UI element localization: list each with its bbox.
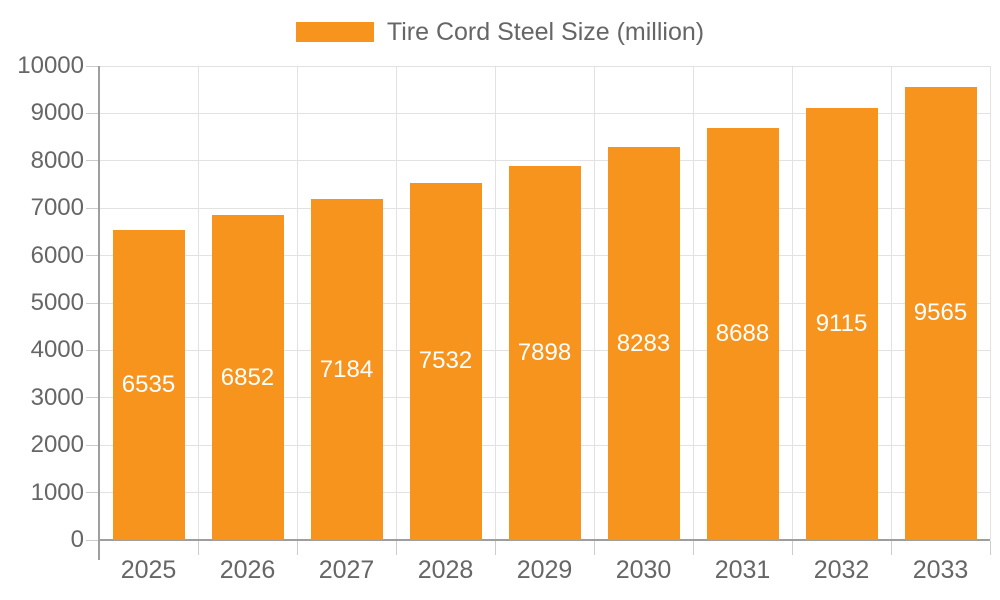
x-axis-tick (494, 541, 496, 555)
x-axis-tick-label: 2031 (714, 556, 771, 584)
y-axis-tick (86, 349, 99, 351)
bar-value-label: 9565 (913, 299, 968, 327)
y-axis-tick-label: 0 (70, 526, 84, 553)
y-axis-tick (86, 207, 99, 209)
x-axis-tick-label: 2029 (516, 556, 573, 584)
gridline-horizontal (99, 160, 990, 162)
gridline-vertical (395, 66, 397, 540)
y-axis-tick-label: 5000 (30, 289, 84, 316)
legend-swatch (295, 22, 374, 42)
bar-value-label: 8283 (616, 329, 671, 357)
x-axis-line (99, 539, 990, 541)
x-axis-tick (395, 541, 397, 555)
gridline-vertical (692, 66, 694, 540)
y-axis-tick-label: 2000 (30, 431, 84, 459)
bar-value-label: 6852 (220, 363, 275, 391)
bar-value-label: 8688 (715, 320, 770, 348)
bar-2028[interactable]: 7532 (409, 182, 482, 540)
x-axis-tick-label: 2026 (219, 556, 276, 584)
x-axis-tick (197, 541, 199, 555)
x-axis-tick (989, 541, 991, 555)
bar-2026[interactable]: 6852 (211, 215, 284, 540)
bar-value-label: 7184 (319, 355, 374, 383)
x-axis-tick-label: 2027 (318, 556, 375, 584)
gridline-vertical (197, 66, 199, 540)
x-axis-tick (296, 541, 298, 555)
x-axis-tick (692, 541, 694, 555)
y-axis-tick-label: 6000 (30, 241, 84, 269)
x-axis-tick (890, 541, 892, 555)
gridline-vertical (593, 66, 595, 540)
bar-2030[interactable]: 8283 (607, 147, 680, 540)
y-axis-tick (86, 65, 99, 67)
bar-2033[interactable]: 9565 (904, 86, 977, 540)
y-axis-tick-label: 10000 (17, 52, 84, 79)
bar-value-label: 9115 (815, 309, 868, 337)
y-axis-tick (86, 539, 99, 541)
y-axis-tick-label: 1000 (30, 478, 84, 506)
y-axis-tick (86, 492, 99, 494)
x-axis-tick-label: 2033 (912, 556, 969, 584)
x-axis-tick (593, 541, 595, 555)
y-axis-tick-label: 3000 (30, 383, 84, 411)
y-axis-tick-label: 7000 (30, 194, 84, 222)
y-axis-tick-label: 8000 (30, 146, 84, 174)
gridline-horizontal (99, 112, 990, 114)
x-axis-tick-label: 2030 (615, 556, 672, 584)
gridline-vertical (791, 66, 793, 540)
bar-value-label: 7532 (418, 347, 473, 375)
gridline-vertical (494, 66, 496, 540)
bar-2032[interactable]: 9115 (805, 107, 878, 540)
y-axis-tick-label: 4000 (30, 336, 84, 364)
y-axis-tick (86, 302, 99, 304)
x-axis-tick-label: 2028 (417, 556, 474, 584)
gridline-horizontal (99, 65, 990, 67)
y-axis-tick (86, 112, 99, 114)
bar-2027[interactable]: 7184 (310, 199, 383, 540)
bar-2029[interactable]: 7898 (508, 165, 581, 540)
gridline-vertical (989, 66, 991, 540)
y-axis-tick (86, 397, 99, 399)
y-axis-line (98, 66, 100, 560)
x-axis-tick (791, 541, 793, 555)
legend[interactable]: Tire Cord Steel Size (million) (0, 14, 1000, 50)
legend-label: Tire Cord Steel Size (million) (386, 17, 705, 46)
bar-value-label: 6535 (121, 371, 176, 399)
bar-2025[interactable]: 6535 (112, 230, 185, 540)
y-axis-tick (86, 255, 99, 257)
y-axis-tick (86, 160, 99, 162)
y-axis-tick-label: 9000 (30, 99, 84, 127)
bar-value-label: 7898 (517, 338, 572, 366)
bar-2031[interactable]: 8688 (706, 128, 779, 540)
gridline-vertical (296, 66, 298, 540)
x-axis-tick-label: 2032 (813, 556, 870, 584)
gridline-vertical (890, 66, 892, 540)
x-axis-tick-label: 2025 (120, 556, 177, 584)
y-axis-tick (86, 444, 99, 446)
